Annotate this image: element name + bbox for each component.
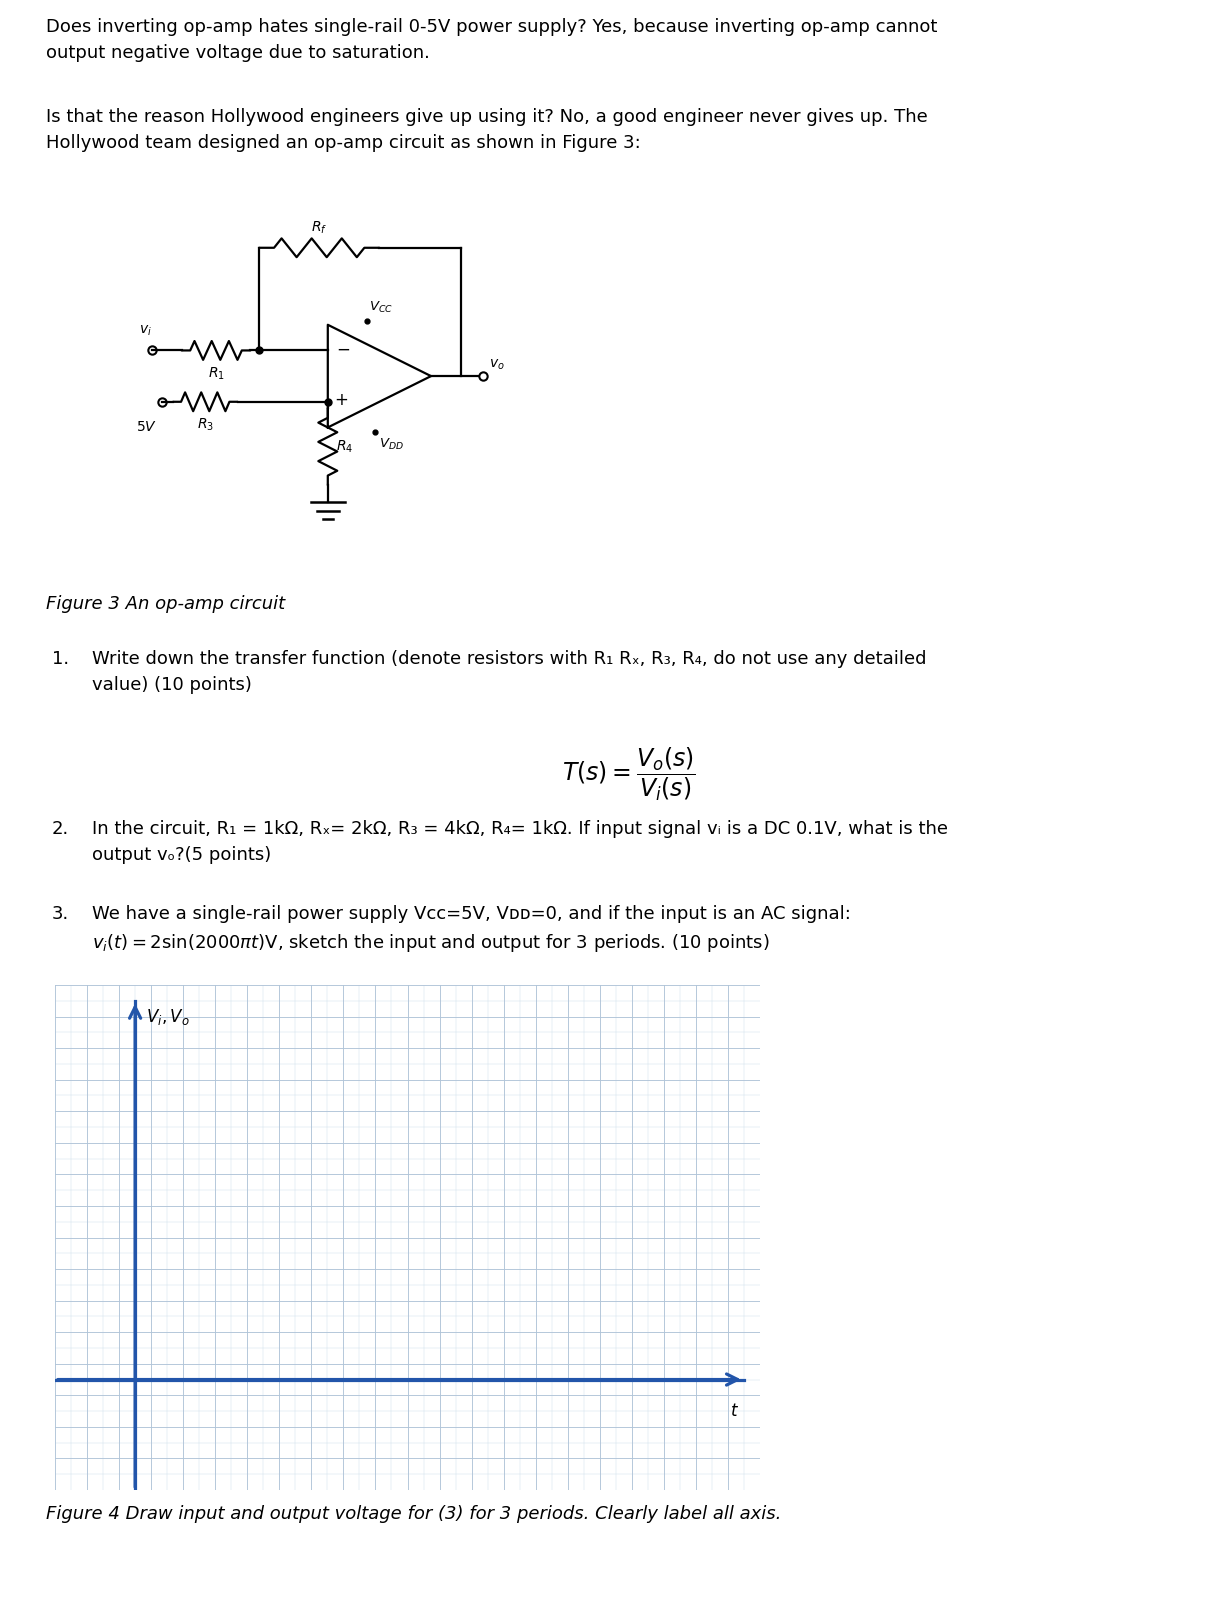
Text: $v_o$: $v_o$ — [489, 358, 505, 372]
Text: In the circuit, R₁ = 1kΩ, Rₓ= 2kΩ, R₃ = 4kΩ, R₄= 1kΩ. If input signal vᵢ is a DC: In the circuit, R₁ = 1kΩ, Rₓ= 2kΩ, R₃ = … — [92, 820, 947, 863]
Text: 3.: 3. — [52, 904, 69, 924]
Text: $V_{CC}$: $V_{CC}$ — [369, 300, 392, 315]
Text: Figure 4 Draw input and output voltage for (3) for 3 periods. Clearly label all : Figure 4 Draw input and output voltage f… — [46, 1505, 782, 1523]
Text: $V_{DD}$: $V_{DD}$ — [380, 436, 404, 452]
Text: $t$: $t$ — [730, 1401, 739, 1419]
Text: Figure 3 An op-amp circuit: Figure 3 An op-amp circuit — [46, 594, 286, 614]
Text: $T(s) = \dfrac{V_o(s)}{V_i(s)}$: $T(s) = \dfrac{V_o(s)}{V_i(s)}$ — [563, 745, 696, 802]
Text: $R_4$: $R_4$ — [335, 438, 353, 455]
Text: $R_f$: $R_f$ — [311, 219, 328, 237]
Text: Write down the transfer function (denote resistors with R₁ Rₓ, R₃, R₄, do not us: Write down the transfer function (denote… — [92, 650, 927, 694]
Text: Is that the reason Hollywood engineers give up using it? No, a good engineer nev: Is that the reason Hollywood engineers g… — [46, 109, 928, 152]
Text: $5V$: $5V$ — [137, 420, 157, 433]
Text: $V_i, V_o$: $V_i, V_o$ — [146, 1007, 190, 1028]
Text: $R_1$: $R_1$ — [208, 366, 224, 382]
Text: 1.: 1. — [52, 650, 69, 668]
Text: We have a single-rail power supply Vᴄᴄ=5V, Vᴅᴅ=0, and if the input is an AC sign: We have a single-rail power supply Vᴄᴄ=5… — [92, 904, 851, 954]
Text: $+$: $+$ — [334, 390, 348, 409]
Text: $v_i$: $v_i$ — [139, 323, 151, 337]
Text: Does inverting op-amp hates single-rail 0-5V power supply? Yes, because invertin: Does inverting op-amp hates single-rail … — [46, 18, 938, 62]
Text: $R_3$: $R_3$ — [197, 417, 214, 433]
Text: 2.: 2. — [52, 820, 69, 837]
Text: $-$: $-$ — [335, 339, 350, 358]
